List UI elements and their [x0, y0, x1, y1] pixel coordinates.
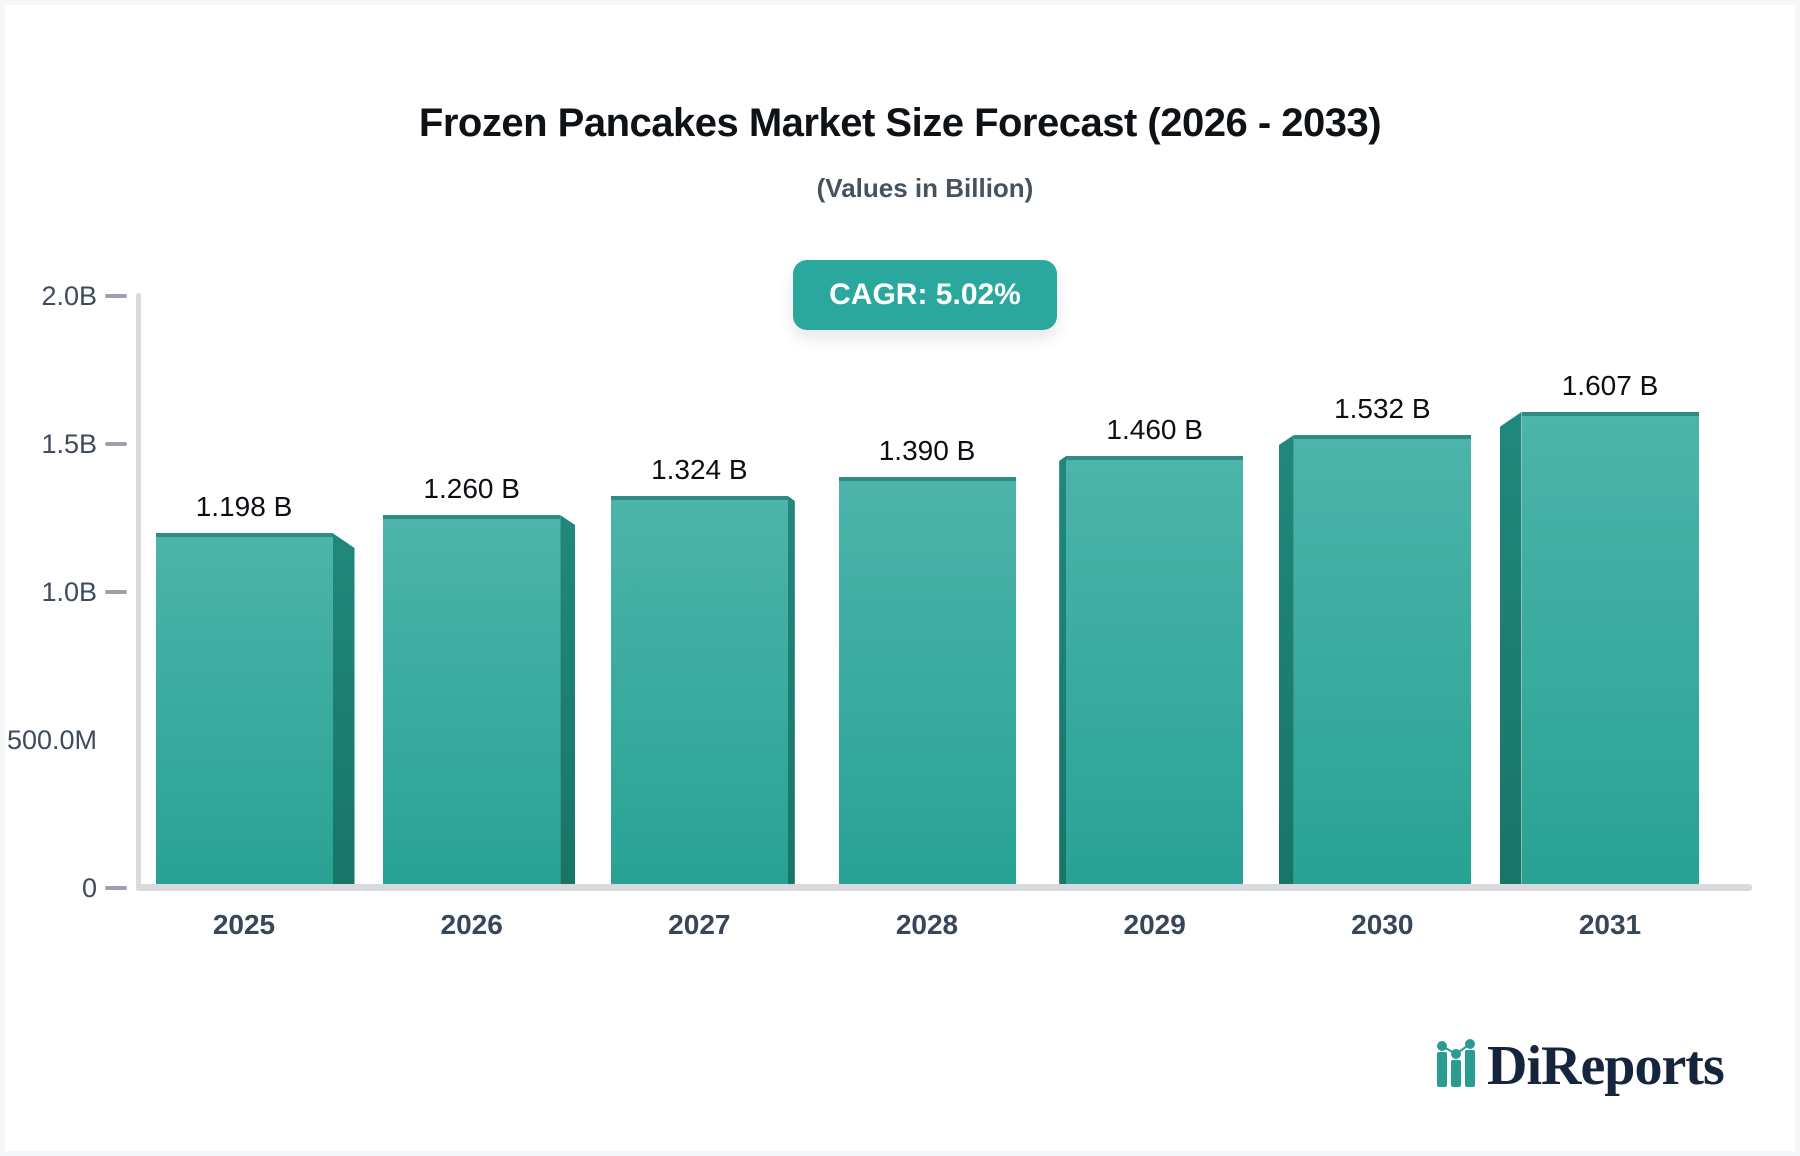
- bar-side-face: [332, 533, 355, 888]
- bar-side-face: [1278, 435, 1294, 888]
- chart-title: Frozen Pancakes Market Size Forecast (20…: [418, 101, 1382, 145]
- bar-side-face: [787, 496, 795, 888]
- bar-value-label: 1.532 B: [1334, 393, 1431, 424]
- bar: [383, 515, 561, 888]
- x-axis-line: [136, 884, 1752, 891]
- x-tick-label: 2025: [212, 909, 276, 940]
- logo: DiReports: [1435, 1035, 1725, 1097]
- x-tick-label: 2030: [1351, 909, 1414, 940]
- y-tick-label: 500.0M: [6, 725, 97, 755]
- y-tick-dash: [105, 590, 127, 594]
- y-tick-label: 0: [81, 873, 97, 903]
- bar-value-label: 1.607 B: [1561, 370, 1659, 401]
- y-tick-label: 1.5B: [41, 429, 97, 459]
- bar-value-label: 1.390 B: [878, 435, 976, 466]
- chart-subtitle: (Values in Billion): [816, 173, 1034, 203]
- bar: [1293, 435, 1471, 888]
- x-tick-label: 2026: [440, 909, 503, 940]
- bar: [1521, 412, 1699, 888]
- bar-value-label: 1.260 B: [423, 473, 520, 504]
- x-tick-label: 2028: [895, 909, 959, 940]
- logo-text: DiReports: [1487, 1035, 1725, 1097]
- cagr-badge: CAGR: 5.02%: [793, 260, 1057, 330]
- bar-value-label: 1.324 B: [651, 454, 748, 485]
- y-axis-line: [136, 293, 141, 891]
- bar: [838, 477, 1016, 888]
- cagr-badge-row: CAGR: 5.02%: [5, 260, 1795, 330]
- mini-bar-chart-icon: [1435, 1035, 1481, 1092]
- x-tick-label: 2031: [1578, 909, 1642, 940]
- bar-side-face: [1499, 412, 1522, 888]
- bar-side-face: [560, 515, 576, 888]
- bar-value-label: 1.198 B: [195, 491, 293, 522]
- y-tick-label: 1.0B: [41, 577, 97, 607]
- bar-value-label: 1.460 B: [1106, 414, 1203, 445]
- bar: [610, 496, 788, 888]
- y-tick-dash: [105, 442, 127, 446]
- bar-side-face: [1059, 456, 1067, 888]
- y-tick-dash: [105, 886, 127, 890]
- x-tick-label: 2029: [1123, 909, 1186, 940]
- y-tick-label: 2.0B: [41, 281, 97, 311]
- y-tick-dash: [105, 294, 127, 298]
- bar: [155, 533, 333, 888]
- bar: [1066, 456, 1244, 888]
- x-tick-label: 2027: [668, 909, 731, 940]
